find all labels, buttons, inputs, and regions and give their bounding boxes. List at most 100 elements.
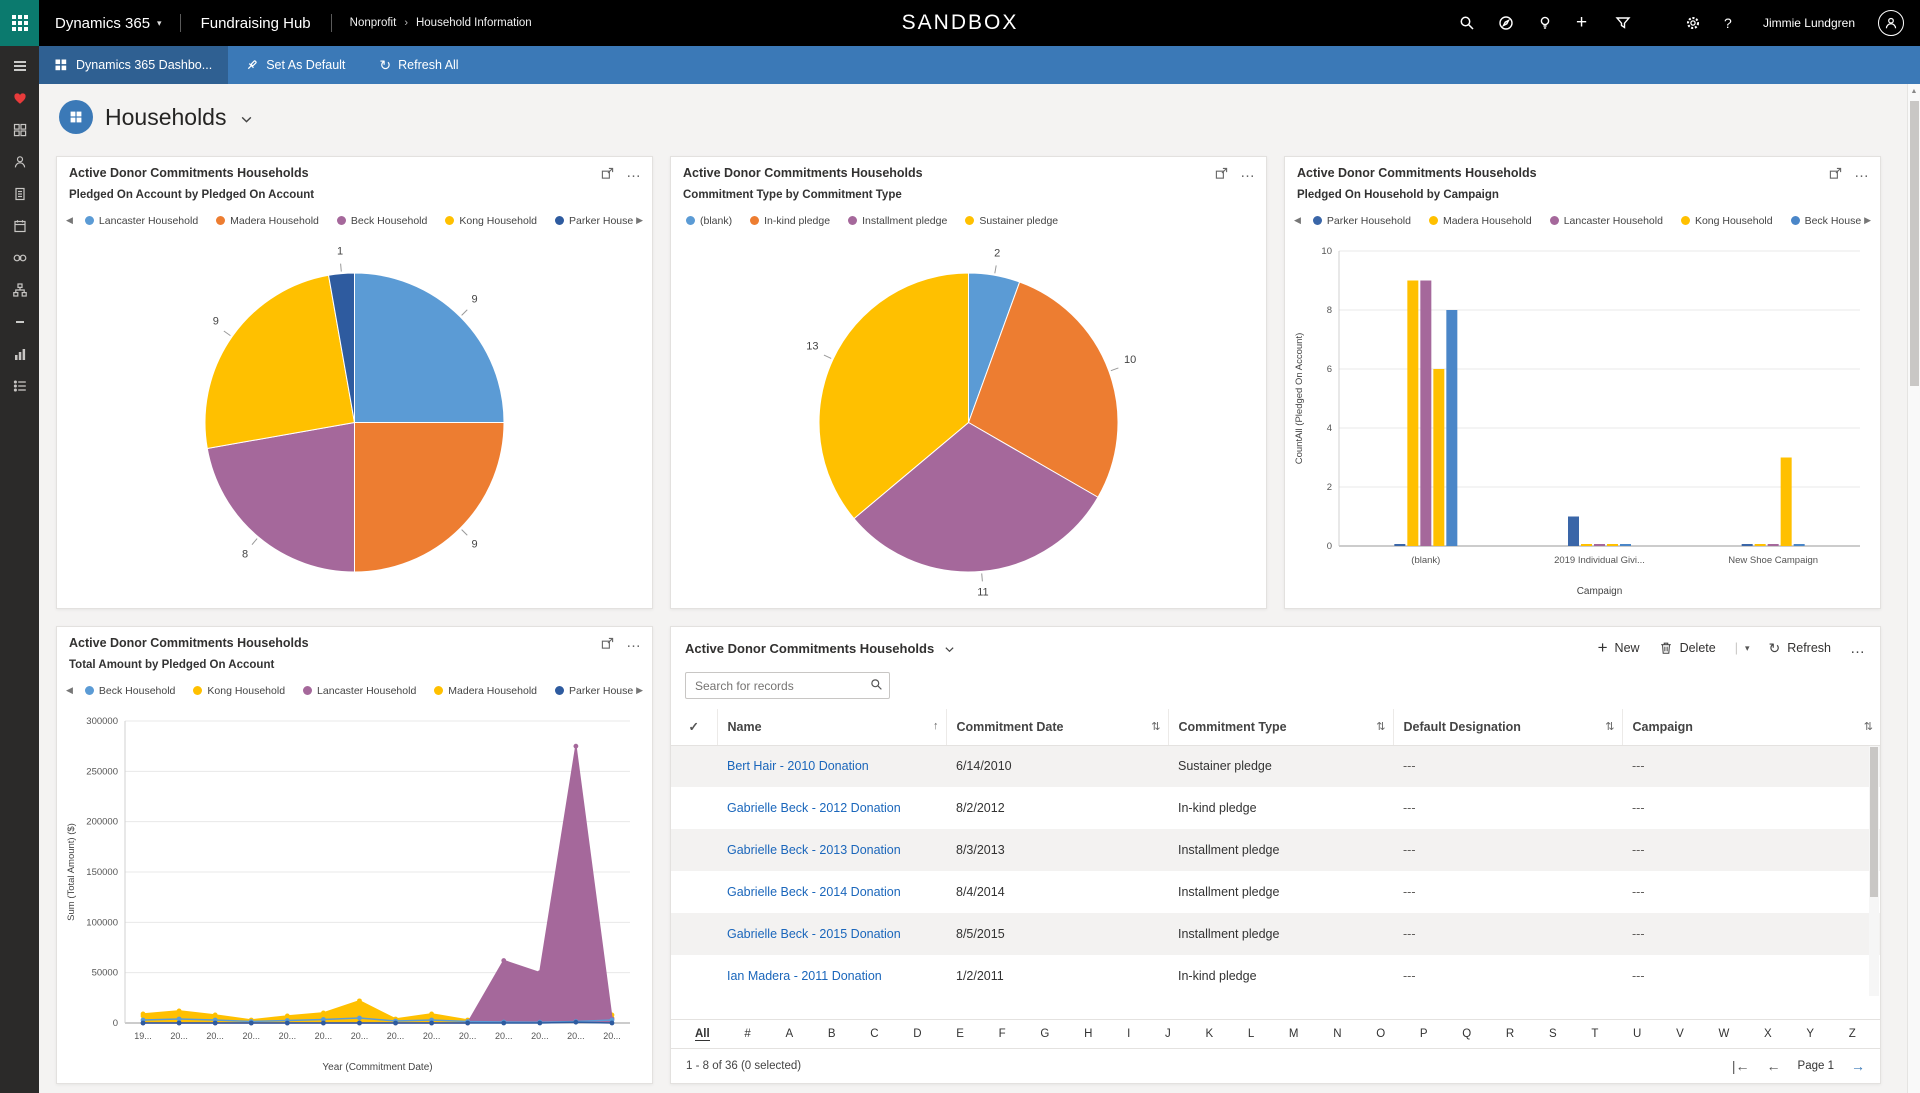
expand-icon[interactable]	[1829, 167, 1842, 180]
legend-item[interactable]: Beck Household	[1790, 215, 1861, 227]
sort-icon[interactable]: ⇅	[1605, 721, 1615, 733]
column-header-commitment-date[interactable]: Commitment Date ⇅	[945, 709, 1168, 746]
legend-item[interactable]: Lancaster Household	[1549, 215, 1663, 227]
menu-icon[interactable]	[0, 57, 39, 74]
page-scrollbar[interactable]: ▲	[1907, 84, 1920, 1093]
breadcrumb-area[interactable]: Nonprofit	[349, 17, 397, 29]
next-page-icon[interactable]: →	[1851, 1058, 1865, 1074]
legend-item[interactable]: Beck Household	[84, 685, 175, 697]
dashboard-selector-chevron-icon[interactable]	[240, 113, 253, 126]
help-icon[interactable]: ?	[1723, 15, 1732, 31]
expand-icon[interactable]	[1215, 167, 1228, 180]
scroll-up-icon[interactable]: ▲	[1910, 88, 1918, 95]
contacts-icon[interactable]	[0, 153, 39, 170]
legend-item[interactable]: Kong Household	[445, 215, 537, 227]
jump-q[interactable]: Q	[1462, 1028, 1472, 1040]
jump-y[interactable]: Y	[1806, 1028, 1815, 1040]
area-chart[interactable]: 0 50000 100000 150000 200000 250000 300000 19..…	[61, 707, 648, 1079]
quick-create-icon[interactable]: +	[1575, 12, 1588, 33]
select-all-checkbox[interactable]: ✓	[671, 709, 717, 746]
jump-g[interactable]: G	[1040, 1028, 1050, 1040]
legend-item[interactable]: Kong Household	[1680, 215, 1773, 227]
more-options-icon[interactable]: …	[1240, 164, 1256, 181]
jump-h[interactable]: H	[1084, 1028, 1093, 1040]
jump-e[interactable]: E	[956, 1028, 964, 1040]
delete-dropdown-icon[interactable]: ▾	[1744, 642, 1750, 653]
column-header-name[interactable]: Name ↑	[716, 709, 946, 746]
expand-icon[interactable]	[601, 637, 614, 650]
app-launcher-button[interactable]	[0, 0, 39, 46]
jump-m[interactable]: M	[1288, 1028, 1299, 1040]
column-header-campaign[interactable]: Campaign ⇅	[1621, 709, 1880, 746]
dashboards-icon[interactable]	[0, 121, 39, 138]
first-page-icon[interactable]: |←	[1731, 1058, 1750, 1074]
legend-item[interactable]: Beck Household	[336, 215, 427, 227]
accounts-icon[interactable]	[0, 185, 39, 202]
jump-b[interactable]: B	[827, 1028, 836, 1040]
jump-w[interactable]: W	[1718, 1028, 1730, 1040]
table-row[interactable]: Ian Madera - 2011 Donation 1/2/2011 In-kin…	[671, 955, 1880, 997]
compass-icon[interactable]	[1498, 15, 1514, 31]
record-link[interactable]: Bert Hair - 2010 Donation	[727, 759, 869, 774]
lightbulb-icon[interactable]	[1537, 15, 1553, 31]
connections-icon[interactable]	[0, 249, 39, 266]
record-link[interactable]: Gabrielle Beck - 2015 Donation	[727, 927, 901, 941]
table-row[interactable]: Gabrielle Beck - 2013 Donation 8/3/2013 In…	[671, 829, 1880, 871]
search-input[interactable]	[685, 672, 890, 699]
fundraising-hub-icon[interactable]	[0, 89, 39, 106]
reports-icon[interactable]	[0, 345, 39, 362]
pie-chart[interactable]: 2 10 11 13	[675, 237, 1262, 604]
more-options-icon[interactable]: …	[626, 164, 642, 181]
legend-scroll-right-icon[interactable]: ▶	[636, 685, 643, 695]
jump-r[interactable]: R	[1505, 1028, 1515, 1040]
legend-item[interactable]: In-kind pledge	[750, 215, 830, 227]
jump-v[interactable]: V	[1676, 1028, 1684, 1040]
sort-icon[interactable]: ⇅	[1863, 721, 1873, 733]
more-options-icon[interactable]: …	[1854, 164, 1870, 181]
set-as-default-button[interactable]: Set As Default	[228, 46, 362, 84]
more-options-icon[interactable]: …	[626, 634, 642, 651]
refresh-all-button[interactable]: ↻ Refresh All	[362, 46, 475, 84]
lists-icon[interactable]	[0, 377, 39, 394]
user-name[interactable]: Jimmie Lundgren	[1762, 16, 1855, 30]
legend-item[interactable]: Lancaster Household	[84, 215, 198, 227]
jump-i[interactable]: I	[1127, 1028, 1131, 1040]
settings-gear-icon[interactable]	[1685, 15, 1701, 31]
legend-item[interactable]: Parker Household	[1312, 215, 1411, 227]
jump-all[interactable]: All	[695, 1027, 710, 1041]
activities-icon[interactable]	[0, 217, 39, 234]
sort-ascending-icon[interactable]: ↑	[933, 720, 939, 732]
legend-item[interactable]: Parker Household	[555, 215, 633, 227]
jump-p[interactable]: P	[1419, 1028, 1428, 1040]
view-selector-chevron-icon[interactable]	[944, 644, 955, 655]
jump-c[interactable]: C	[870, 1028, 879, 1040]
expand-icon[interactable]	[601, 167, 614, 180]
legend-item[interactable]: Madera Household	[434, 685, 537, 697]
legend-scroll-right-icon[interactable]: ▶	[636, 215, 643, 225]
avatar[interactable]	[1878, 10, 1904, 36]
legend-item[interactable]: Installment pledge	[848, 215, 947, 227]
pie-chart[interactable]: 9 9 8 9 1	[61, 237, 648, 604]
jump-d[interactable]: D	[913, 1028, 922, 1040]
record-link[interactable]: Gabrielle Beck - 2012 Donation	[727, 801, 901, 815]
legend-item[interactable]: Kong Household	[193, 685, 285, 697]
app-switcher[interactable]: Dynamics 365 ▾	[39, 15, 176, 32]
sort-icon[interactable]: ⇅	[1376, 721, 1386, 733]
legend-item[interactable]: Lancaster Household	[303, 685, 416, 697]
record-link[interactable]: Gabrielle Beck - 2014 Donation	[727, 885, 901, 899]
column-header-commitment-type[interactable]: Commitment Type ⇅	[1167, 709, 1393, 746]
legend-item[interactable]: Sustainer pledge	[965, 215, 1058, 227]
record-link[interactable]: Ian Madera - 2011 Donation	[727, 969, 882, 983]
jump-l[interactable]: L	[1247, 1028, 1255, 1040]
jump-n[interactable]: N	[1333, 1028, 1342, 1040]
jump-u[interactable]: U	[1633, 1028, 1642, 1040]
page-scrollbar-thumb[interactable]	[1910, 101, 1919, 386]
record-link[interactable]: Gabrielle Beck - 2013 Donation	[727, 843, 901, 857]
table-row[interactable]: Gabrielle Beck - 2014 Donation 8/4/2014 In…	[671, 871, 1880, 913]
legend-item[interactable]: Parker Household	[555, 685, 633, 697]
sort-icon[interactable]: ⇅	[1151, 721, 1161, 733]
legend-scroll-left-icon[interactable]: ◀	[66, 215, 73, 225]
jump-o[interactable]: O	[1376, 1028, 1386, 1040]
hierarchy-icon[interactable]	[0, 281, 39, 298]
tab-dynamics-365-dashboard[interactable]: Dynamics 365 Dashbo...	[39, 46, 229, 84]
